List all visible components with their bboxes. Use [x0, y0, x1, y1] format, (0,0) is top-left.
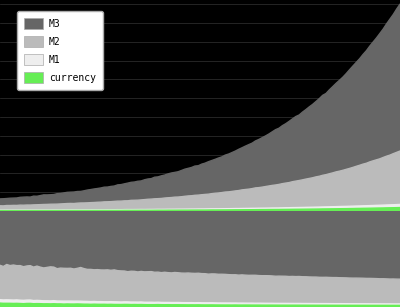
Legend: M3, M2, M1, currency: M3, M2, M1, currency [17, 11, 103, 90]
